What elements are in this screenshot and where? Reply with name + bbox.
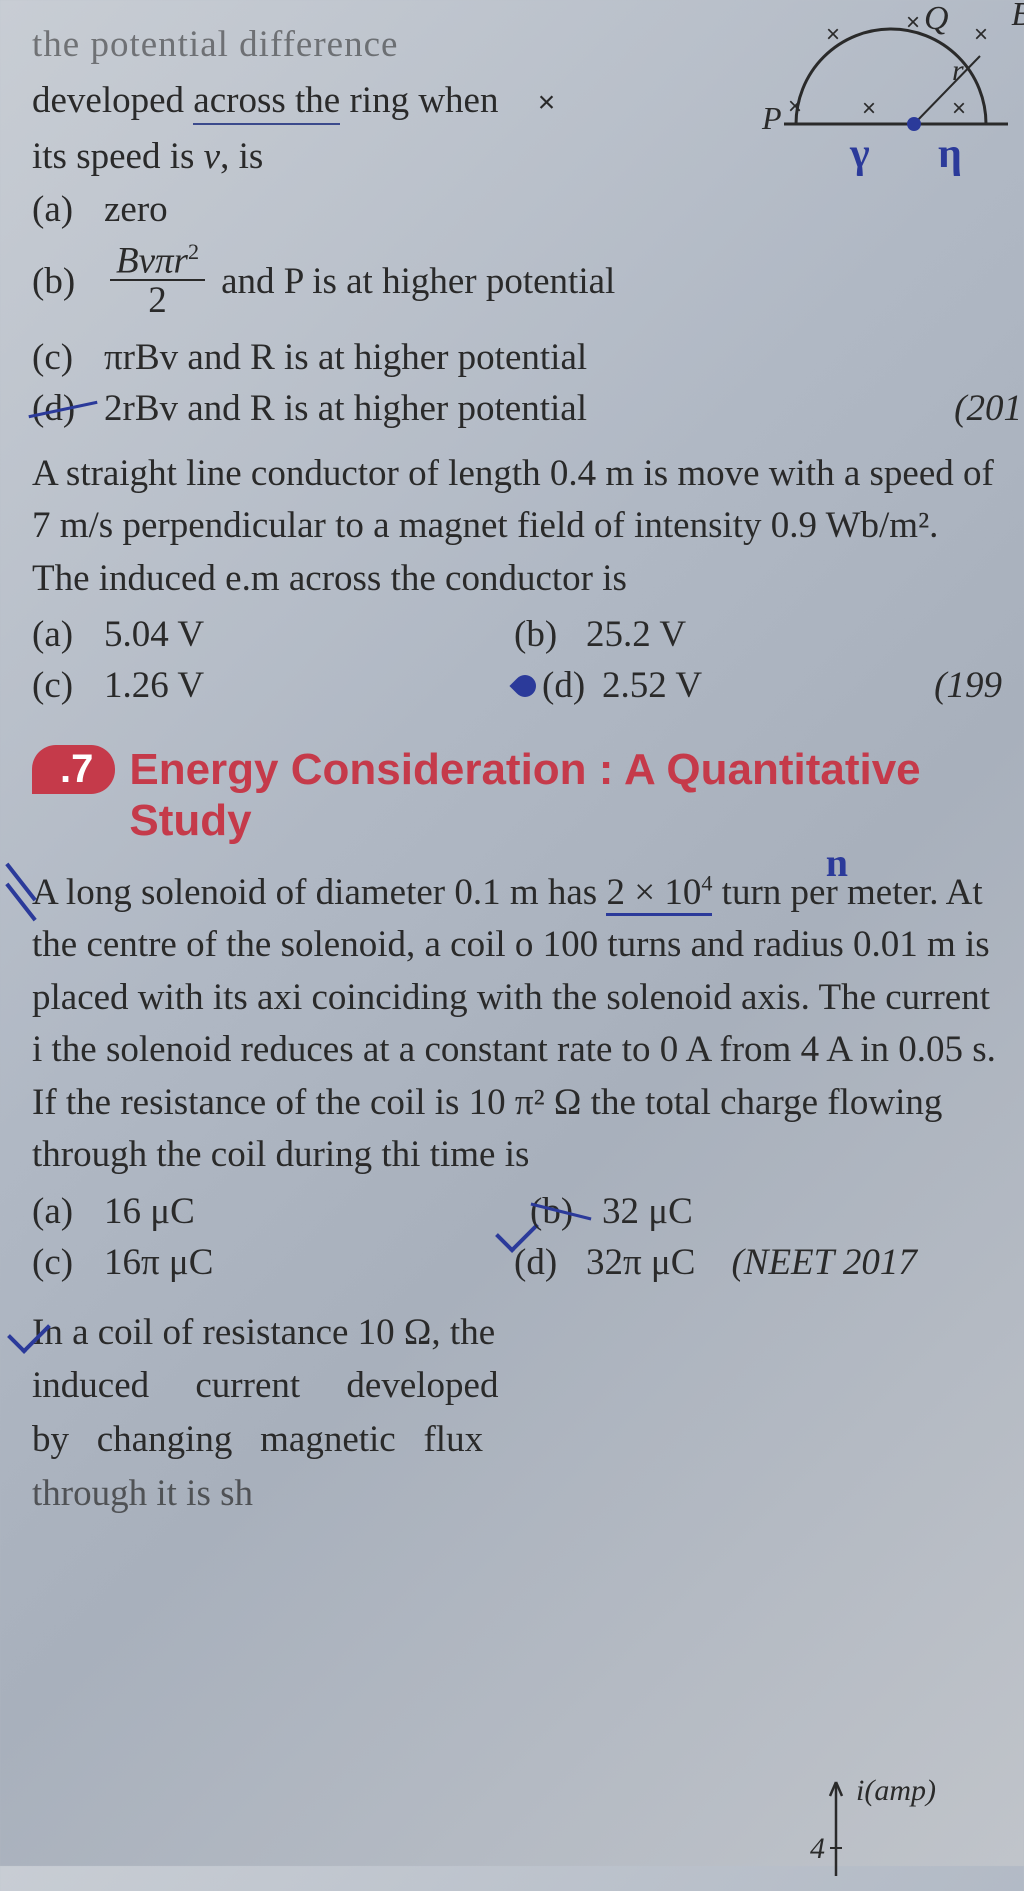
q1-opt-a-text: zero	[104, 188, 168, 231]
q1-line2: its speed is v, is	[32, 132, 762, 182]
fig-label-Q: Q	[924, 0, 949, 38]
q1-line2b: , is	[220, 136, 263, 177]
section-header: .7 Energy Consideration : A Quantitative…	[32, 745, 996, 846]
q3-p1b-wrap: 2 × 104	[606, 872, 712, 916]
q1-line1a: developed	[32, 80, 193, 121]
q1-line2a: its speed is	[32, 136, 204, 177]
q2-text: A straight line conductor of length 0.4 …	[32, 448, 996, 606]
fig-label-r: r	[952, 54, 964, 88]
svg-text:×: ×	[952, 95, 966, 122]
q4-line2: induced current developed	[32, 1359, 732, 1413]
section-title-2: Study	[129, 796, 920, 847]
q1-year: (201	[954, 387, 1022, 430]
q1-opt-b-frac: Bvπr2 2	[110, 241, 205, 322]
graph-ylabel: i(amp)	[856, 1774, 936, 1808]
fig-pen-gamma2: η	[938, 130, 962, 178]
q1-opt-d: (d) 2rBv and R is at higher potential (2…	[32, 387, 762, 430]
ring-diagram-svg: × × × × × ×	[766, 6, 1016, 206]
svg-text:×: ×	[862, 95, 876, 122]
q2-opt-b: (b) 25.2 V	[514, 613, 996, 656]
q3-opt-d: (d) 32π μC (NEET 2017	[514, 1241, 996, 1284]
q1-opt-b: (b) Bvπr2 2 and P is at higher potential	[32, 241, 762, 322]
q1-opt-c-text: πrBv and R is at higher potential	[104, 336, 587, 379]
q3-opt-a: (a) 16 μC	[32, 1190, 514, 1233]
svg-text:×: ×	[788, 93, 802, 120]
svg-text:×: ×	[826, 21, 840, 48]
q1-opt-c: (c) πrBv and R is at higher potential	[32, 336, 762, 379]
section-title-1: Energy Consideration : A Quantitative	[129, 745, 920, 796]
q1-line1: developed across the ring when ×	[32, 76, 762, 126]
q3-opt-b-label: (b)	[530, 1190, 592, 1233]
q1-opt-b-exp: 2	[188, 239, 199, 264]
q3-opt-b-text: 32 μC	[602, 1190, 693, 1233]
q3-pen-n: n	[826, 839, 848, 886]
fig-pen-gamma1: γ	[850, 130, 870, 178]
q1-opt-d-text: 2rBv and R is at higher potential	[104, 387, 587, 430]
q3-p1c: turn per meter. At the centre of the sol…	[32, 872, 996, 1176]
q3-p1b-exp: 4	[701, 870, 712, 895]
q1-opt-b-num: Bvπr	[116, 240, 188, 281]
current-graph: i(amp) 4	[802, 1776, 1012, 1886]
q4-line4: through it is sh	[32, 1467, 732, 1521]
q2-opt-d-label: (d)	[542, 664, 592, 707]
q1-block: the potential difference developed acros…	[32, 20, 762, 430]
q2-opt-a-label: (a)	[32, 613, 94, 656]
q2-opt-c: (c) 1.26 V	[32, 664, 514, 707]
q3-opt-c: (c) 16π μC	[32, 1241, 514, 1284]
q3-opt-a-text: 16 μC	[104, 1190, 195, 1233]
q4-line1: In a coil of resistance 10 Ω, the	[32, 1306, 732, 1360]
fig-label-P: P	[762, 100, 782, 137]
q3-opt-b: (b) 32 μC	[514, 1190, 996, 1233]
q2-opt-d: (d) 2.52 V (199	[514, 664, 996, 707]
q1-opt-b-label: (b)	[32, 260, 94, 303]
svg-text:×: ×	[906, 9, 920, 36]
q2-opt-b-text: 25.2 V	[586, 613, 686, 656]
q1-leadin: the potential difference	[32, 20, 762, 70]
q2-block: A straight line conductor of length 0.4 …	[32, 448, 996, 716]
q2-opt-c-label: (c)	[32, 664, 94, 707]
field-x-inline: ×	[538, 86, 556, 119]
q4-block: In a coil of resistance 10 Ω, the induce…	[32, 1306, 732, 1521]
pen-tick-icon	[509, 670, 540, 701]
graph-ytick: 4	[810, 1832, 825, 1866]
q3-block: n A long solenoid of diameter 0.1 m has …	[32, 867, 996, 1292]
q1-line1b: across the	[193, 80, 340, 125]
q4-line3: by changing magnetic flux	[32, 1413, 732, 1467]
q3-opt-c-text: 16π μC	[104, 1241, 213, 1284]
ring-diagram: × × × × × × P Q B r γ η	[766, 6, 1016, 206]
q3-opt-a-label: (a)	[32, 1190, 94, 1233]
q2-opt-b-label: (b)	[514, 613, 576, 656]
section-number-badge: .7	[32, 745, 115, 794]
q1-v: v	[204, 136, 220, 177]
q3-opt-c-label: (c)	[32, 1241, 94, 1284]
q3-year: (NEET 2017	[731, 1241, 916, 1284]
q3-opt-d-text: 32π μC	[586, 1241, 695, 1284]
q3-p1a: A long solenoid of diameter 0.1 m has	[32, 872, 606, 913]
q1-opt-c-label: (c)	[32, 336, 94, 379]
q1-opt-b-den: 2	[142, 281, 173, 322]
q2-opt-a: (a) 5.04 V	[32, 613, 514, 656]
q3-opt-d-label: (d)	[514, 1241, 576, 1284]
q2-opt-d-text: 2.52 V	[602, 664, 702, 707]
q3-text: A long solenoid of diameter 0.1 m has 2 …	[32, 867, 996, 1182]
q1-opt-d-label: (d)	[32, 387, 94, 430]
q2-opt-a-text: 5.04 V	[104, 613, 204, 656]
q1-opt-a-label: (a)	[32, 188, 94, 231]
q3-p1b: 2 × 10	[606, 872, 701, 913]
svg-text:×: ×	[974, 21, 988, 48]
fig-label-B: B	[1011, 0, 1024, 34]
q2-opt-c-text: 1.26 V	[104, 664, 204, 707]
q1-line1c: ring when	[340, 80, 498, 121]
q1-opt-a: (a) zero	[32, 188, 762, 231]
q2-year: (199	[934, 664, 1002, 707]
q1-opt-b-rest: and P is at higher potential	[221, 260, 615, 303]
